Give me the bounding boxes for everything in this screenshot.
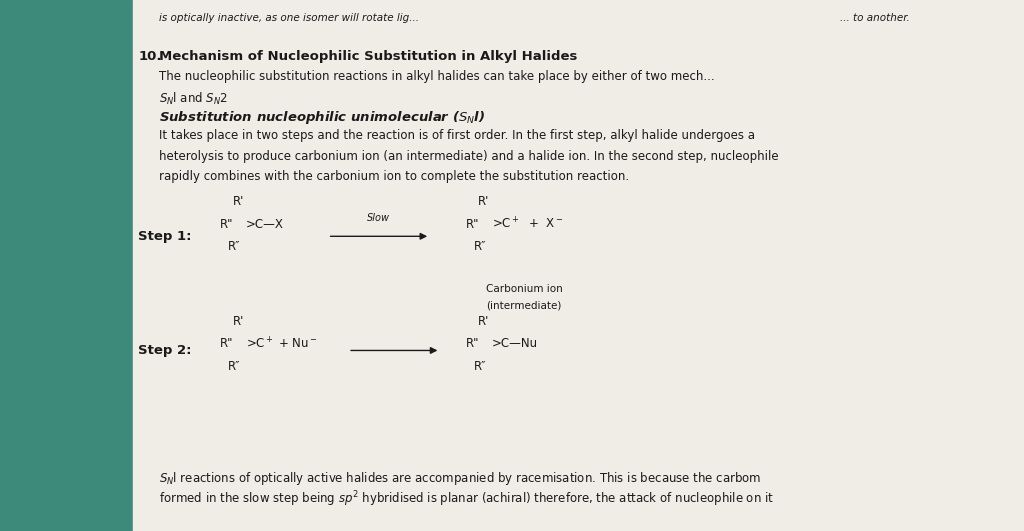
Text: R″: R″ — [228, 241, 241, 253]
Text: >C$^+$ + Nu$^-$: >C$^+$ + Nu$^-$ — [246, 336, 317, 351]
Text: 10.: 10. — [138, 50, 162, 63]
Text: R': R' — [478, 195, 489, 208]
Bar — [0, 0, 133, 531]
Text: (intermediate): (intermediate) — [486, 300, 562, 310]
Text: R″: R″ — [474, 241, 486, 253]
Text: R": R" — [466, 337, 479, 350]
Text: R": R" — [220, 218, 233, 230]
Text: is optically inactive, as one isomer will rotate lig...: is optically inactive, as one isomer wil… — [159, 13, 419, 23]
Text: Step 1:: Step 1: — [138, 230, 191, 243]
Text: Substitution nucleophilic unimolecular ($S_N$l): Substitution nucleophilic unimolecular (… — [159, 109, 485, 126]
Text: It takes place in two steps and the reaction is of first order. In the first ste: It takes place in two steps and the reac… — [159, 129, 755, 142]
Text: R″: R″ — [474, 360, 486, 373]
Text: The nucleophilic substitution reactions in alkyl halides can take place by eithe: The nucleophilic substitution reactions … — [159, 70, 715, 83]
Text: Slow: Slow — [368, 213, 390, 223]
Text: >C—Nu: >C—Nu — [492, 337, 538, 350]
Text: Mechanism of Nucleophilic Substitution in Alkyl Halides: Mechanism of Nucleophilic Substitution i… — [159, 50, 578, 63]
Text: R": R" — [220, 337, 233, 350]
Text: R': R' — [478, 315, 489, 328]
Text: R': R' — [232, 315, 244, 328]
Text: Carbonium ion: Carbonium ion — [486, 284, 563, 294]
Bar — [133, 0, 1024, 531]
Text: $S_N$l reactions of optically active halides are accompanied by racemisation. Th: $S_N$l reactions of optically active hal… — [159, 470, 761, 487]
Text: R': R' — [232, 195, 244, 208]
Text: >C—X: >C—X — [246, 218, 284, 230]
Text: Step 2:: Step 2: — [138, 344, 191, 357]
Text: ... to another.: ... to another. — [840, 13, 909, 23]
Text: formed in the slow step being $sp^2$ hybridised is planar (achiral) therefore, t: formed in the slow step being $sp^2$ hyb… — [159, 490, 774, 509]
Text: $S_N$l and $S_N$2: $S_N$l and $S_N$2 — [159, 91, 228, 107]
Text: rapidly combines with the carbonium ion to complete the substitution reaction.: rapidly combines with the carbonium ion … — [159, 170, 629, 183]
Text: R": R" — [466, 218, 479, 230]
Text: >C$^+$  +  X$^-$: >C$^+$ + X$^-$ — [492, 217, 563, 232]
Text: R″: R″ — [228, 360, 241, 373]
Text: heterolysis to produce carbonium ion (an intermediate) and a halide ion. In the : heterolysis to produce carbonium ion (an… — [159, 150, 778, 162]
